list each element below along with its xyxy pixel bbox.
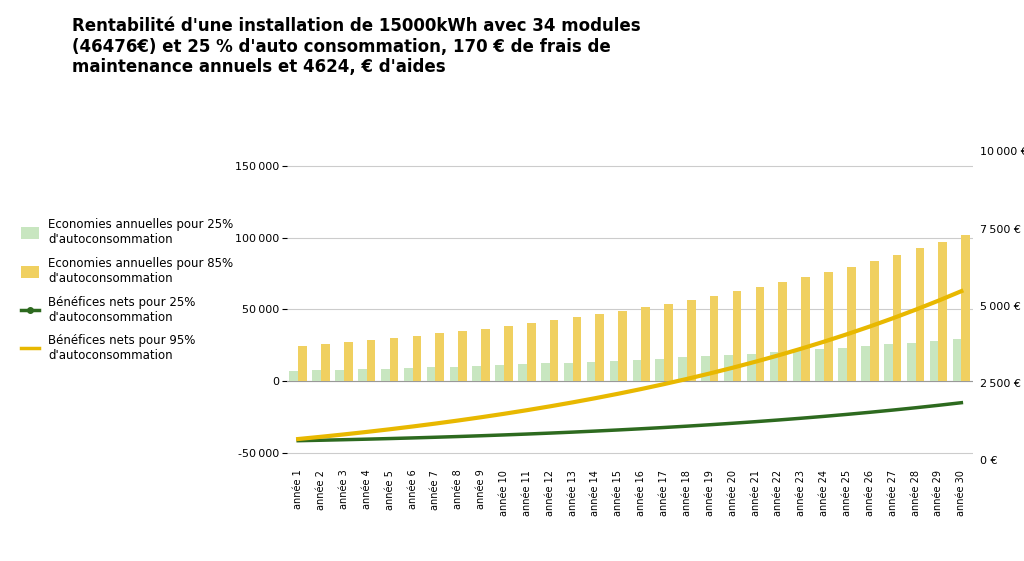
- Bar: [564, 362, 572, 381]
- Bar: [641, 307, 650, 381]
- Bar: [298, 346, 307, 381]
- Bar: [504, 326, 513, 381]
- Bar: [915, 249, 925, 381]
- Bar: [870, 261, 879, 381]
- Bar: [335, 370, 344, 381]
- Bar: [322, 344, 330, 381]
- Bar: [481, 329, 489, 381]
- Bar: [572, 318, 582, 381]
- Bar: [907, 343, 915, 381]
- Bar: [290, 371, 298, 381]
- Bar: [746, 353, 756, 381]
- Bar: [962, 235, 970, 381]
- Bar: [824, 272, 833, 381]
- Bar: [312, 370, 322, 381]
- Text: Rentabilité d'une installation de 15000kWh avec 34 modules
(46476€) et 25 % d'au: Rentabilité d'une installation de 15000k…: [72, 17, 640, 76]
- Bar: [450, 366, 459, 381]
- Bar: [403, 368, 413, 381]
- Bar: [939, 242, 947, 381]
- Bar: [358, 369, 367, 381]
- Bar: [687, 300, 695, 381]
- Bar: [665, 304, 673, 381]
- Bar: [367, 340, 376, 381]
- Bar: [847, 266, 856, 381]
- Bar: [435, 333, 444, 381]
- Bar: [609, 361, 618, 381]
- Bar: [770, 352, 778, 381]
- Bar: [518, 364, 527, 381]
- Bar: [381, 369, 389, 381]
- Bar: [701, 356, 710, 381]
- Bar: [550, 320, 558, 381]
- Bar: [527, 323, 536, 381]
- Bar: [793, 351, 801, 381]
- Bar: [618, 311, 627, 381]
- Legend: Economies annuelles pour 25%
d'autoconsommation, Economies annuelles pour 85%
d': Economies annuelles pour 25% d'autoconso…: [16, 214, 238, 367]
- Bar: [596, 314, 604, 381]
- Bar: [930, 341, 938, 381]
- Bar: [633, 360, 641, 381]
- Bar: [884, 344, 893, 381]
- Bar: [710, 296, 719, 381]
- Bar: [344, 342, 352, 381]
- Bar: [541, 364, 550, 381]
- Bar: [952, 338, 962, 381]
- Bar: [472, 366, 481, 381]
- Bar: [413, 335, 421, 381]
- Bar: [655, 358, 664, 381]
- Bar: [587, 362, 596, 381]
- Bar: [893, 255, 901, 381]
- Bar: [802, 277, 810, 381]
- Bar: [459, 331, 467, 381]
- Bar: [861, 346, 869, 381]
- Bar: [496, 365, 504, 381]
- Bar: [724, 355, 732, 381]
- Bar: [756, 287, 764, 381]
- Bar: [778, 282, 787, 381]
- Bar: [427, 367, 435, 381]
- Bar: [839, 348, 847, 381]
- Bar: [815, 350, 824, 381]
- Bar: [678, 357, 687, 381]
- Bar: [390, 338, 398, 381]
- Bar: [733, 291, 741, 381]
